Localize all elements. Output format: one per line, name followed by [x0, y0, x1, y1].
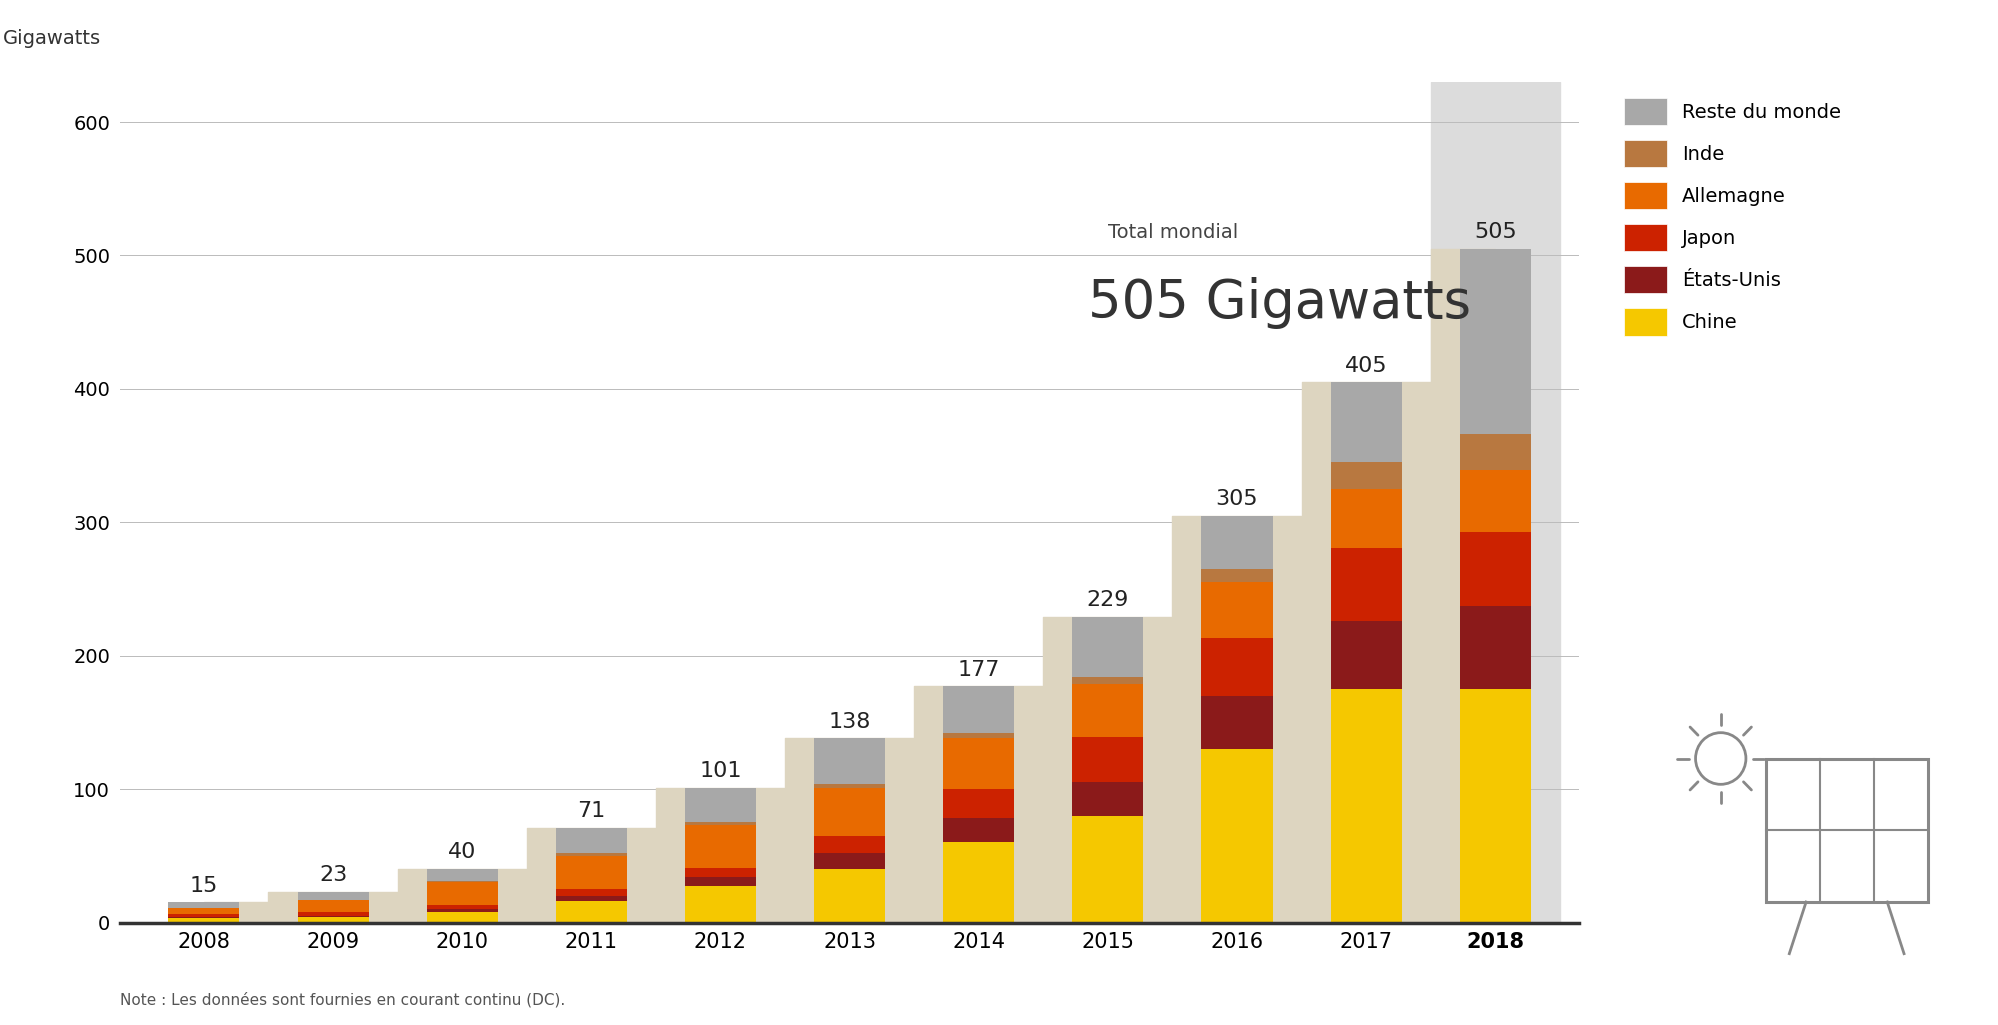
Bar	[1201, 639, 1273, 696]
Text: 177: 177	[957, 660, 999, 680]
Bar	[1431, 82, 1558, 923]
Bar	[813, 853, 885, 869]
Bar	[943, 818, 1013, 843]
Bar	[426, 869, 498, 882]
Bar	[555, 828, 627, 853]
Text: 138: 138	[827, 711, 871, 732]
Bar	[1331, 382, 1401, 462]
Bar	[555, 901, 627, 922]
Bar	[298, 892, 368, 900]
Bar	[426, 883, 498, 905]
Text: 505: 505	[1473, 222, 1516, 242]
Bar	[1764, 758, 1926, 902]
Bar	[298, 912, 368, 915]
Bar	[1201, 569, 1273, 582]
Text: 15: 15	[190, 875, 218, 896]
Bar	[555, 896, 627, 901]
Bar	[1201, 696, 1273, 749]
Text: Note : Les données sont fournies en courant continu (DC).: Note : Les données sont fournies en cour…	[120, 992, 565, 1008]
Bar	[685, 887, 755, 922]
Text: 40: 40	[448, 843, 476, 862]
Text: Total mondial: Total mondial	[1107, 223, 1237, 242]
Text: 405: 405	[1345, 356, 1387, 375]
Bar	[1331, 489, 1401, 547]
Bar	[813, 835, 885, 853]
Bar	[426, 882, 498, 883]
Bar	[943, 733, 1013, 738]
Bar	[298, 915, 368, 917]
Text: 505 Gigawatts: 505 Gigawatts	[1089, 277, 1471, 329]
Bar	[943, 738, 1013, 789]
Bar	[555, 853, 627, 856]
Bar	[1201, 582, 1273, 639]
Bar	[1201, 749, 1273, 922]
Bar	[1331, 621, 1401, 689]
Bar	[426, 912, 498, 922]
Bar	[168, 917, 240, 918]
Bar	[1459, 607, 1530, 689]
Text: 305: 305	[1215, 489, 1257, 509]
Bar	[685, 825, 755, 868]
Bar	[1071, 617, 1143, 678]
Bar	[943, 843, 1013, 922]
Bar	[1459, 249, 1530, 435]
Bar	[1071, 782, 1143, 816]
Bar	[813, 738, 885, 784]
Text: Gigawatts: Gigawatts	[4, 30, 102, 48]
Bar	[555, 856, 627, 889]
Bar	[813, 784, 885, 788]
Bar	[1459, 689, 1530, 922]
Bar	[685, 822, 755, 825]
Bar	[685, 788, 755, 822]
Bar	[1071, 737, 1143, 782]
Bar	[1331, 547, 1401, 621]
Bar	[813, 788, 885, 835]
Text: 23: 23	[320, 865, 348, 886]
Bar	[1071, 816, 1143, 923]
Bar	[298, 917, 368, 922]
Bar	[168, 918, 240, 922]
Bar	[943, 789, 1013, 818]
Bar	[1459, 435, 1530, 470]
Bar	[426, 909, 498, 912]
Bar	[1459, 470, 1530, 532]
Bar	[168, 902, 240, 908]
Bar	[1331, 462, 1401, 489]
Bar	[168, 914, 240, 917]
Bar	[1071, 684, 1143, 737]
Bar	[1331, 689, 1401, 922]
Bar	[1201, 516, 1273, 569]
Bar	[168, 908, 240, 914]
Legend: Reste du monde, Inde, Allemagne, Japon, États-Unis, Chine: Reste du monde, Inde, Allemagne, Japon, …	[1616, 91, 1846, 341]
Bar	[555, 889, 627, 896]
Text: 229: 229	[1087, 590, 1129, 610]
Bar	[813, 869, 885, 922]
Bar	[685, 868, 755, 877]
Bar	[1459, 532, 1530, 607]
Bar	[943, 687, 1013, 733]
Bar	[426, 905, 498, 909]
Bar	[1071, 678, 1143, 684]
Bar	[298, 900, 368, 912]
Text: 101: 101	[699, 762, 741, 781]
Bar	[685, 877, 755, 887]
Text: 71: 71	[577, 802, 605, 821]
